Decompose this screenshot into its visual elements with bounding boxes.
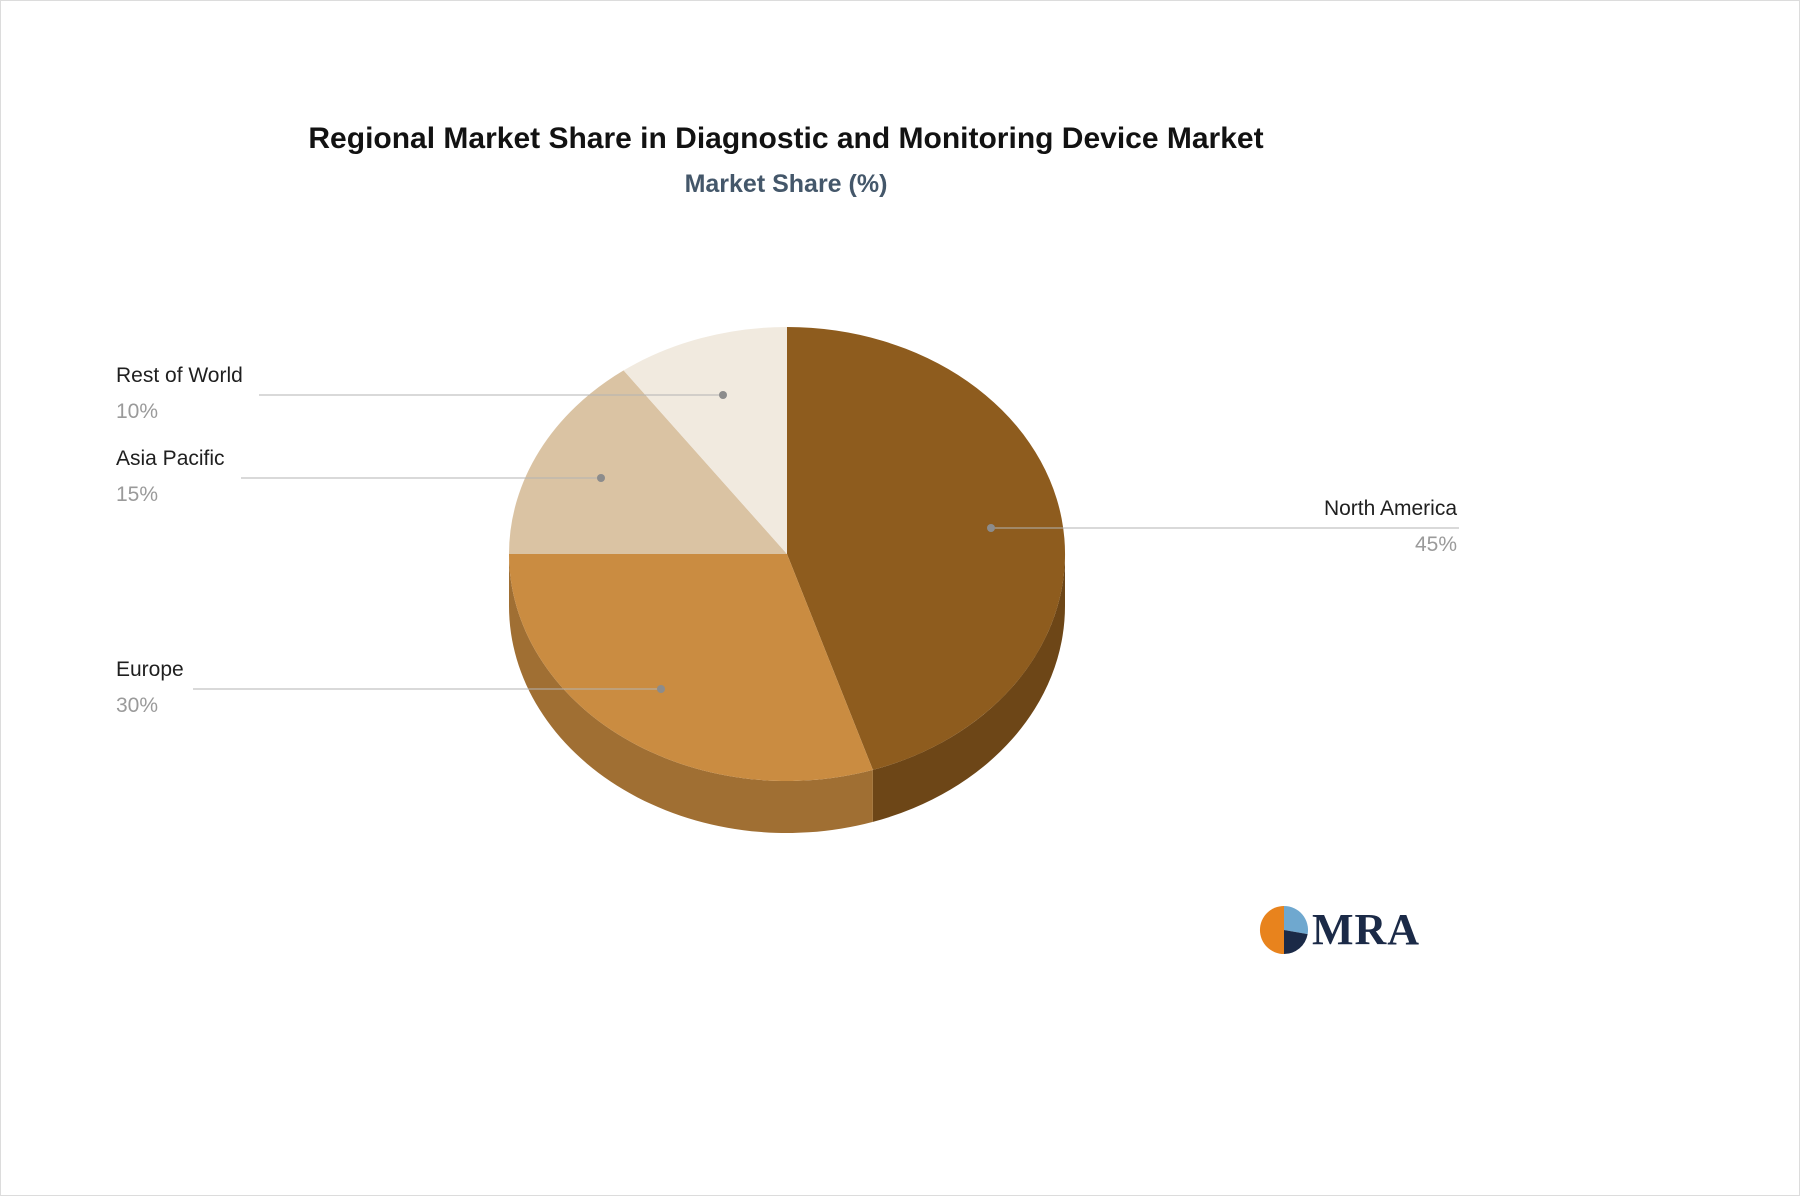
slice-value-asia-pacific: 15% — [116, 483, 159, 506]
slice-value-europe: 30% — [116, 694, 159, 717]
pie-slice-europe — [508, 554, 873, 782]
slice-label-north-america: North America — [1323, 497, 1457, 520]
leader-dot-europe — [657, 685, 665, 693]
logo-icon-orange-slice — [1259, 905, 1284, 954]
leader-dot-asia-pacific — [597, 474, 605, 482]
slice-callout-rest-of-world: Rest of World 10% — [116, 362, 243, 426]
logo-text: MRA — [1312, 905, 1421, 954]
pie-side-north-america — [872, 554, 1065, 822]
chart-title: Regional Market Share in Diagnostic and … — [308, 122, 1264, 155]
slice-callout-north-america: North America 45% — [1324, 495, 1457, 559]
leader-dot-north-america — [987, 524, 995, 532]
logo-icon-navy-slice — [1284, 929, 1308, 954]
leader-dot-rest-of-world — [719, 391, 727, 399]
slice-label-asia-pacific: Asia Pacific — [116, 447, 225, 470]
pie-slice-north-america — [787, 327, 1066, 770]
slice-value-rest-of-world: 10% — [116, 400, 159, 423]
pie-slice-rest-of-world — [623, 327, 787, 554]
slice-label-rest-of-world: Rest of World — [116, 364, 243, 387]
pie-side-europe — [508, 554, 873, 834]
logo-pie-icon — [1259, 905, 1309, 954]
slice-callout-asia-pacific: Asia Pacific 15% — [116, 445, 225, 509]
slice-callout-europe: Europe 30% — [116, 656, 184, 720]
slice-value-north-america: 45% — [1414, 533, 1457, 556]
logo-icon-blue-slice — [1284, 905, 1309, 934]
pie-slice-asia-pacific — [509, 370, 787, 554]
chart-subtitle: Market Share (%) — [684, 170, 888, 198]
slice-label-europe: Europe — [116, 658, 184, 681]
logo: MRA — [1259, 904, 1420, 955]
